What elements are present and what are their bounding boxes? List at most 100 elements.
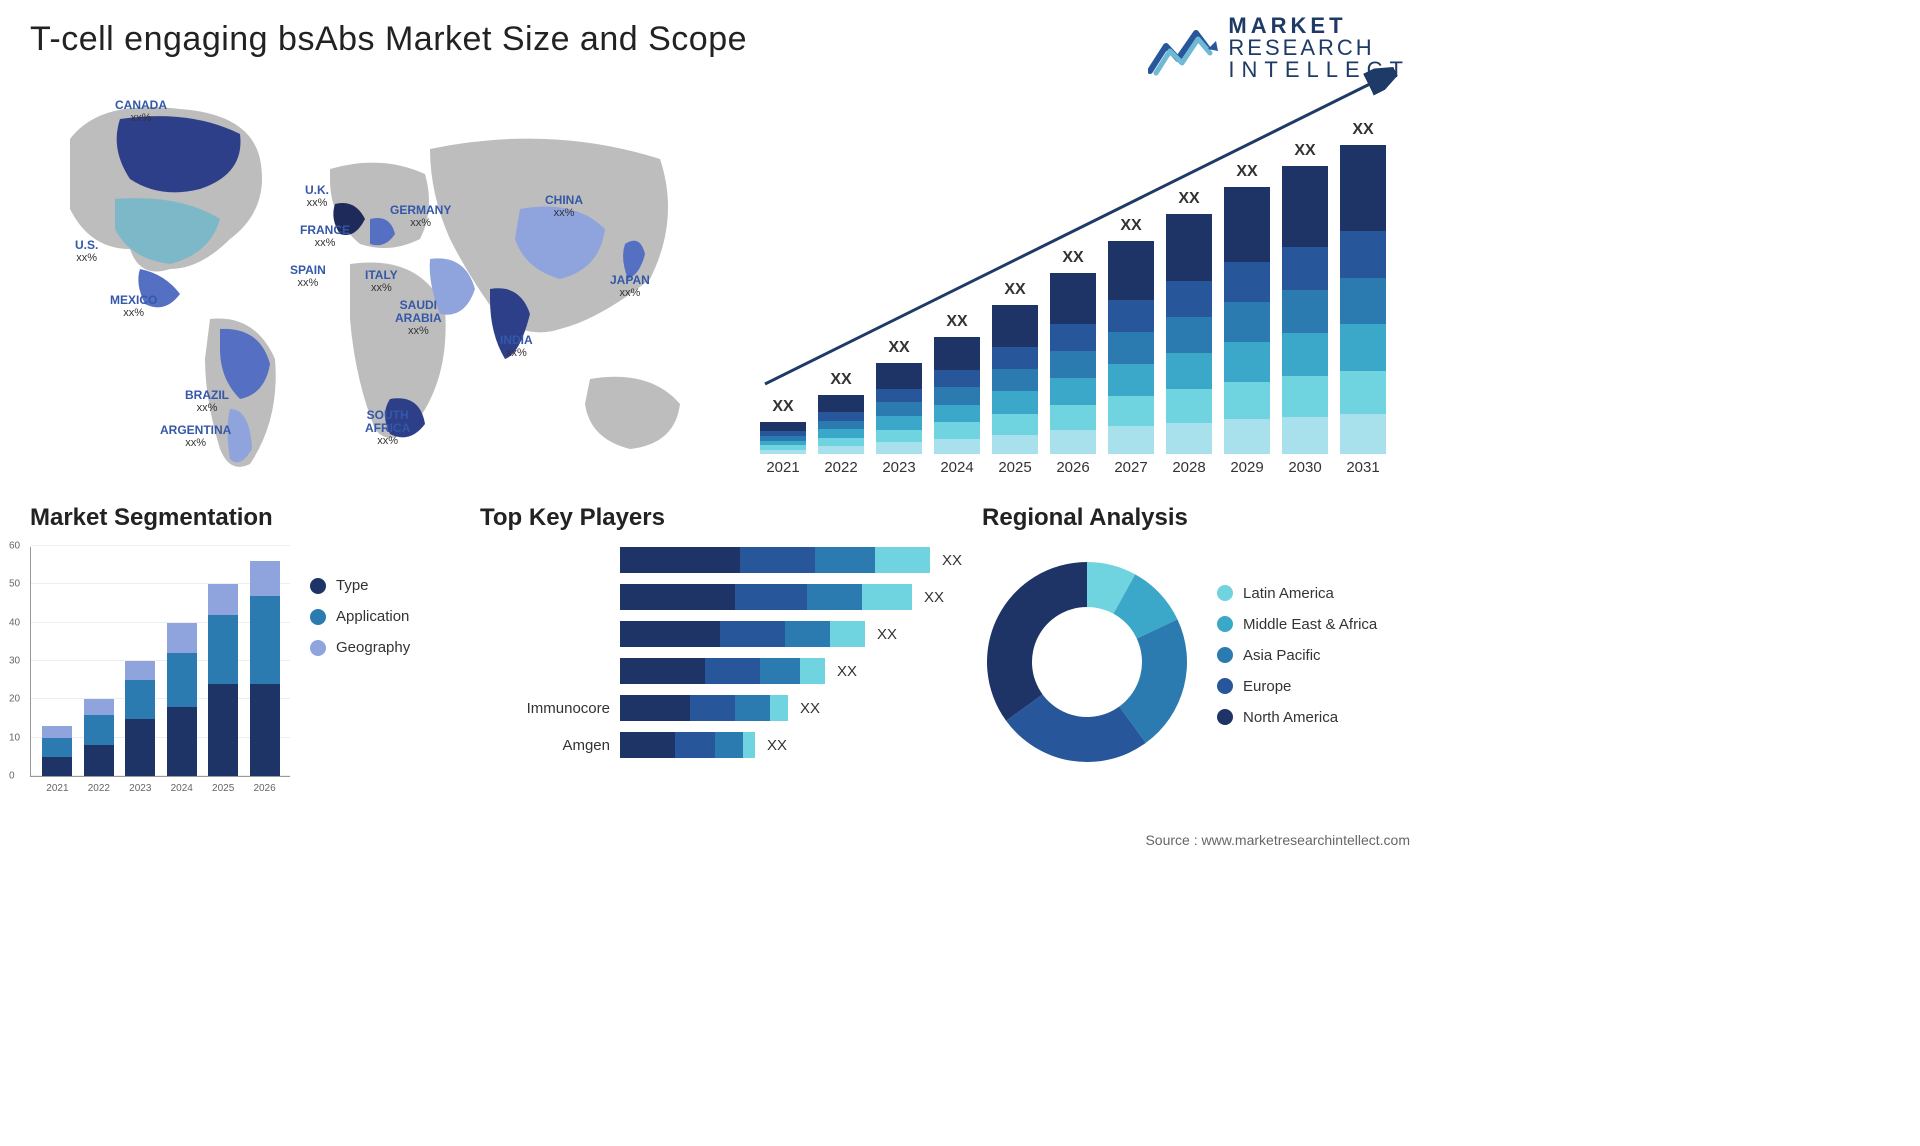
player-row: AmgenXX — [620, 732, 962, 758]
map-label: SOUTHAFRICAxx% — [365, 409, 410, 447]
growth-bar — [818, 395, 864, 454]
map-label: SAUDIARABIAxx% — [395, 299, 442, 337]
seg-bar — [125, 661, 155, 776]
legend-item: Europe — [1217, 678, 1377, 695]
growth-x-label: 2028 — [1166, 459, 1212, 476]
map-label: GERMANYxx% — [390, 204, 451, 229]
legend-item: Geography — [310, 639, 410, 656]
map-label: U.K.xx% — [305, 184, 329, 209]
growth-bar — [934, 337, 980, 454]
world-map: CANADAxx% U.S.xx% MEXICOxx% BRAZILxx% ARGENT… — [30, 79, 720, 479]
growth-x-label: 2030 — [1282, 459, 1328, 476]
growth-top-label: XX — [1224, 163, 1270, 181]
growth-top-label: XX — [876, 339, 922, 357]
seg-bar — [250, 561, 280, 776]
player-value: XX — [942, 552, 962, 569]
player-value: XX — [767, 737, 787, 754]
regional-legend: Latin AmericaMiddle East & AfricaAsia Pa… — [1217, 585, 1377, 740]
map-label: FRANCExx% — [300, 224, 350, 249]
seg-x-tick: 2022 — [88, 783, 110, 794]
growth-bar — [1108, 241, 1154, 454]
legend-item: Application — [310, 608, 410, 625]
growth-x-label: 2021 — [760, 459, 806, 476]
map-label: CHINAxx% — [545, 194, 583, 219]
seg-y-tick: 40 — [9, 617, 20, 628]
growth-top-label: XX — [1108, 217, 1154, 235]
map-label: CANADAxx% — [115, 99, 167, 124]
map-label: SPAINxx% — [290, 264, 326, 289]
player-row: XX — [620, 658, 962, 684]
seg-y-tick: 60 — [9, 541, 20, 552]
growth-bar — [1166, 214, 1212, 454]
legend-item: North America — [1217, 709, 1377, 726]
player-value: XX — [924, 589, 944, 606]
segmentation-title: Market Segmentation — [30, 504, 460, 532]
logo-line2: RESEARCH — [1228, 37, 1410, 59]
seg-bar — [42, 726, 72, 776]
map-label: BRAZILxx% — [185, 389, 229, 414]
growth-bar — [992, 305, 1038, 454]
growth-top-label: XX — [934, 313, 980, 331]
map-label: MEXICOxx% — [110, 294, 157, 319]
legend-item: Type — [310, 577, 410, 594]
map-label: INDIAxx% — [500, 334, 533, 359]
map-label: JAPANxx% — [610, 274, 650, 299]
growth-x-label: 2022 — [818, 459, 864, 476]
seg-x-tick: 2021 — [46, 783, 68, 794]
seg-x-tick: 2023 — [129, 783, 151, 794]
segmentation-legend: Type Application Geography — [310, 547, 410, 777]
regional-panel: Regional Analysis Latin America Middle Ea… — [982, 504, 1410, 777]
growth-top-label: XX — [1166, 190, 1212, 208]
growth-x-label: 2024 — [934, 459, 980, 476]
growth-top-label: XX — [818, 371, 864, 389]
player-row: XX — [620, 621, 962, 647]
regional-donut — [982, 557, 1192, 767]
players-title: Top Key Players — [480, 504, 962, 532]
players-panel: Top Key Players XXXXXXXXImmunocoreXXAmge… — [480, 504, 962, 777]
player-value: XX — [837, 663, 857, 680]
map-label: ARGENTINAxx% — [160, 424, 231, 449]
legend-item: Latin America — [1217, 585, 1377, 602]
growth-x-label: 2026 — [1050, 459, 1096, 476]
seg-x-tick: 2025 — [212, 783, 234, 794]
growth-x-label: 2023 — [876, 459, 922, 476]
seg-y-tick: 20 — [9, 694, 20, 705]
growth-top-label: XX — [992, 281, 1038, 299]
growth-top-label: XX — [1282, 142, 1328, 160]
growth-x-label: 2025 — [992, 459, 1038, 476]
legend-item: Middle East & Africa — [1217, 616, 1377, 633]
segmentation-plot: 0102030405060202120222023202420252026 — [30, 547, 290, 777]
players-chart: XXXXXXXXImmunocoreXXAmgenXX — [480, 547, 962, 777]
player-name: Amgen — [480, 737, 610, 754]
logo-line1: MARKET — [1228, 15, 1410, 37]
growth-bar — [876, 363, 922, 454]
growth-bar — [760, 422, 806, 454]
seg-y-tick: 10 — [9, 732, 20, 743]
seg-y-tick: 30 — [9, 656, 20, 667]
growth-bar — [1340, 145, 1386, 454]
map-label: ITALYxx% — [365, 269, 398, 294]
player-row: ImmunocoreXX — [620, 695, 962, 721]
regional-title: Regional Analysis — [982, 504, 1410, 532]
growth-chart: XX 2021 XX 2022 XX 2023 XX 2024 XX 2025 XX 2026 XX 20… — [750, 79, 1410, 479]
segmentation-panel: Market Segmentation 01020304050602021202… — [30, 504, 460, 777]
seg-y-tick: 50 — [9, 579, 20, 590]
growth-bar — [1282, 166, 1328, 454]
growth-x-label: 2029 — [1224, 459, 1270, 476]
seg-bar — [84, 699, 114, 776]
map-label: U.S.xx% — [75, 239, 98, 264]
donut-slice — [987, 562, 1087, 721]
player-name: Immunocore — [480, 700, 610, 717]
seg-y-tick: 0 — [9, 771, 15, 782]
growth-x-label: 2027 — [1108, 459, 1154, 476]
seg-x-tick: 2024 — [171, 783, 193, 794]
seg-x-tick: 2026 — [253, 783, 275, 794]
growth-bar — [1224, 187, 1270, 454]
seg-bar — [208, 584, 238, 776]
player-value: XX — [877, 626, 897, 643]
growth-top-label: XX — [1050, 249, 1096, 267]
seg-bar — [167, 623, 197, 776]
player-value: XX — [800, 700, 820, 717]
growth-top-label: XX — [1340, 121, 1386, 139]
growth-top-label: XX — [760, 398, 806, 416]
